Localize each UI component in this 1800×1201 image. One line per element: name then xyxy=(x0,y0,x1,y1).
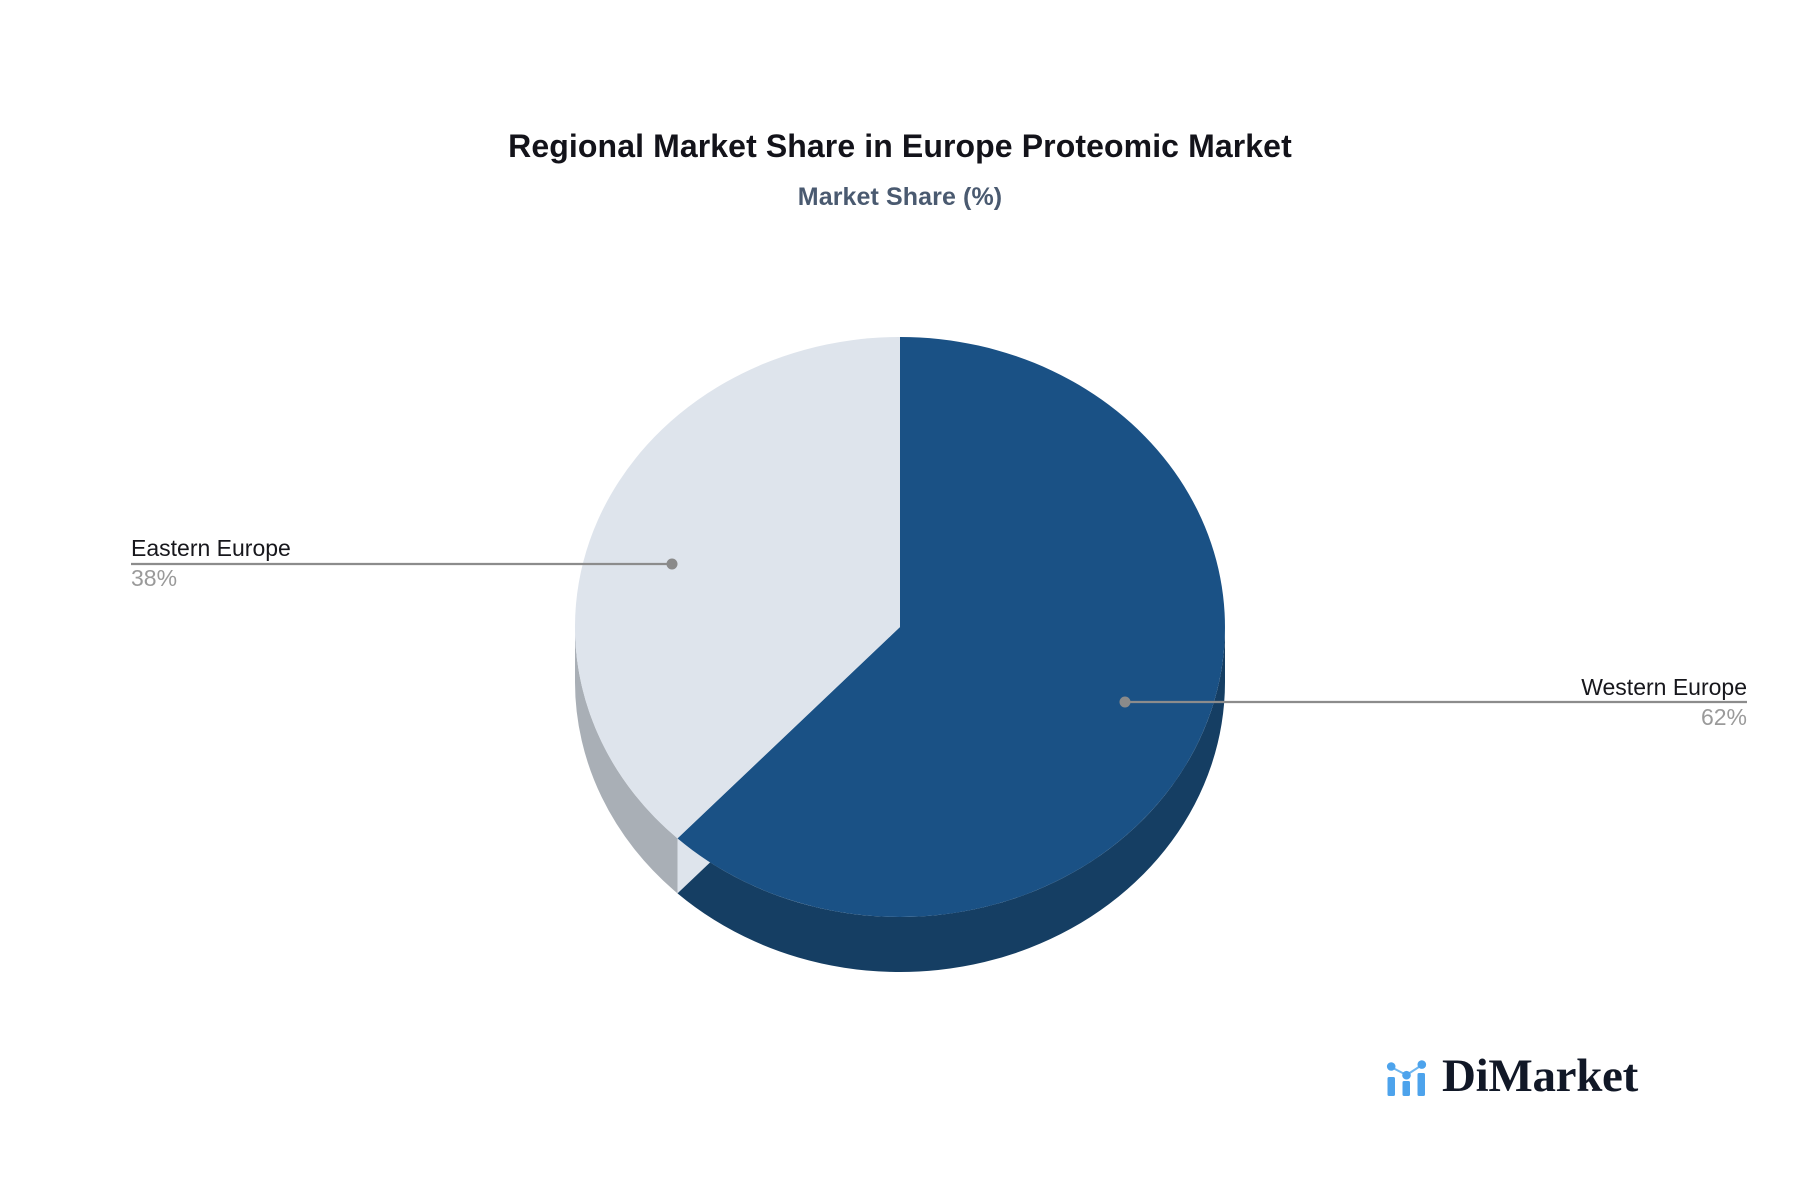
callout-label-western-europe: Western Europe 62% xyxy=(1581,672,1747,732)
callout-label-eastern-europe-name: Eastern Europe xyxy=(131,535,291,561)
pie-slice-eastern-europe[interactable] xyxy=(574,337,900,839)
callout-label-eastern-europe: Eastern Europe 38% xyxy=(131,533,291,593)
chart-title: Regional Market Share in Europe Proteomi… xyxy=(508,128,1292,164)
callout-leader-right xyxy=(1119,696,1747,708)
callout-label-western-europe-value: 62% xyxy=(1700,704,1747,730)
callout-label-western-europe-name: Western Europe xyxy=(1581,674,1747,700)
dimarket-logo: DiMarket xyxy=(1382,1051,1638,1101)
logo-wordmark: DiMarket xyxy=(1442,1049,1638,1102)
pie-slice-western-europe[interactable] xyxy=(677,337,1225,917)
pie-slice-side-0 xyxy=(677,627,1225,973)
bar-chart-icon xyxy=(1386,1060,1427,1096)
chart-subtitle: Market Share (%) xyxy=(797,183,1003,211)
callout-leader-left xyxy=(131,558,678,570)
pie-slice-side-1 xyxy=(575,627,678,894)
callout-label-eastern-europe-value: 38% xyxy=(131,565,178,591)
